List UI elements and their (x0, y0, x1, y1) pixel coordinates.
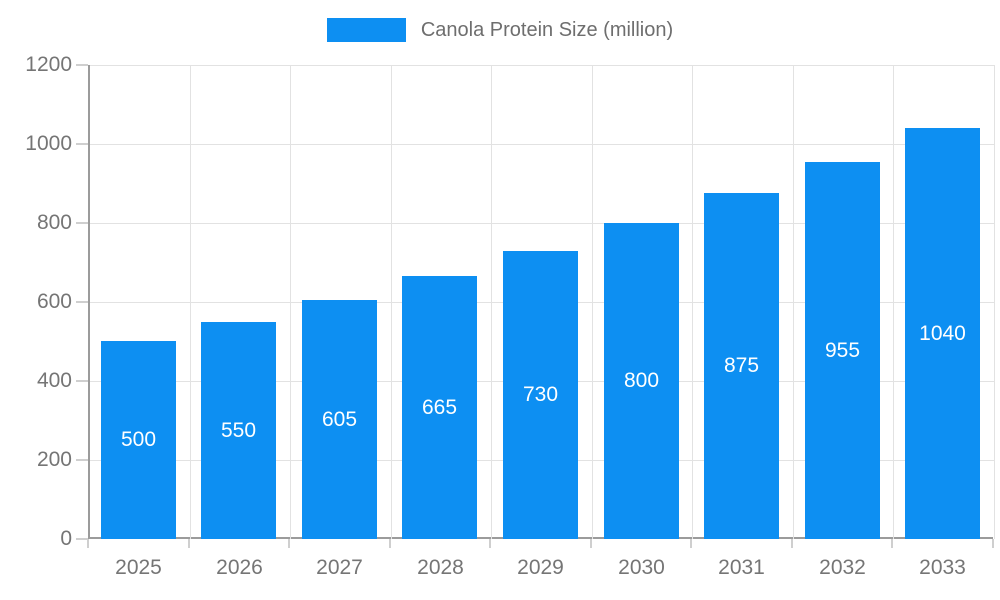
x-axis-tick (188, 539, 190, 548)
x-tick-label: 2026 (216, 556, 263, 579)
gridline-vertical (592, 65, 593, 539)
gridline-vertical (491, 65, 492, 539)
x-axis-tick (288, 539, 290, 548)
x-tick-label: 2025 (115, 556, 162, 579)
y-tick-label: 200 (36, 448, 72, 471)
y-tick-label: 0 (60, 527, 72, 550)
gridline-vertical (290, 65, 291, 539)
gridline-horizontal (90, 65, 995, 66)
gridline-vertical (391, 65, 392, 539)
bar-2029[interactable] (503, 251, 578, 539)
bar-value-label: 550 (220, 419, 257, 442)
bar-value-label: 500 (120, 428, 157, 451)
y-axis-tick (76, 222, 88, 224)
bar-value-label: 1040 (919, 322, 966, 345)
bar-value-label: 875 (723, 354, 760, 377)
gridline-horizontal (90, 144, 995, 145)
x-axis-tick (389, 539, 391, 548)
x-axis-tick (992, 539, 994, 548)
chart-legend[interactable]: Canola Protein Size (million) (0, 18, 1000, 42)
gridline-vertical (793, 65, 794, 539)
x-axis-tick (891, 539, 893, 548)
gridline-vertical (190, 65, 191, 539)
gridline-vertical (893, 65, 894, 539)
y-tick-label: 1000 (25, 132, 72, 155)
bar-2032[interactable] (805, 162, 880, 539)
bar-value-label: 800 (623, 369, 660, 392)
y-axis-tick (76, 64, 88, 66)
x-axis-tick (87, 539, 89, 548)
x-tick-label: 2030 (618, 556, 665, 579)
x-axis-tick (791, 539, 793, 548)
x-tick-label: 2029 (517, 556, 564, 579)
bar-2031[interactable] (704, 193, 779, 539)
x-axis-tick (690, 539, 692, 548)
x-axis-tick (590, 539, 592, 548)
y-axis-tick (76, 301, 88, 303)
x-tick-label: 2027 (316, 556, 363, 579)
bar-2026[interactable] (201, 322, 276, 539)
y-axis-tick (76, 459, 88, 461)
bar-2025[interactable] (101, 341, 176, 539)
gridline-horizontal (90, 223, 995, 224)
y-axis-tick (76, 380, 88, 382)
bar-value-label: 955 (824, 339, 861, 362)
y-tick-label: 400 (36, 369, 72, 392)
x-tick-label: 2032 (819, 556, 866, 579)
x-axis-tick (489, 539, 491, 548)
y-axis-tick (76, 143, 88, 145)
x-tick-label: 2033 (919, 556, 966, 579)
y-axis-tick (76, 538, 88, 540)
bar-2028[interactable] (402, 276, 477, 539)
x-tick-label: 2028 (417, 556, 464, 579)
x-tick-label: 2031 (718, 556, 765, 579)
y-tick-label: 800 (36, 211, 72, 234)
gridline-vertical (692, 65, 693, 539)
bar-value-label: 730 (522, 383, 559, 406)
bar-value-label: 665 (421, 396, 458, 419)
legend-swatch[interactable] (326, 18, 406, 42)
bar-2030[interactable] (604, 223, 679, 539)
legend-label[interactable]: Canola Protein Size (million) (420, 18, 674, 41)
bar-2033[interactable] (905, 128, 980, 539)
gridline-vertical (994, 65, 995, 539)
bar-2027[interactable] (302, 300, 377, 539)
y-tick-label: 600 (36, 290, 72, 313)
bar-value-label: 605 (321, 408, 358, 431)
y-tick-label: 1200 (25, 53, 72, 76)
